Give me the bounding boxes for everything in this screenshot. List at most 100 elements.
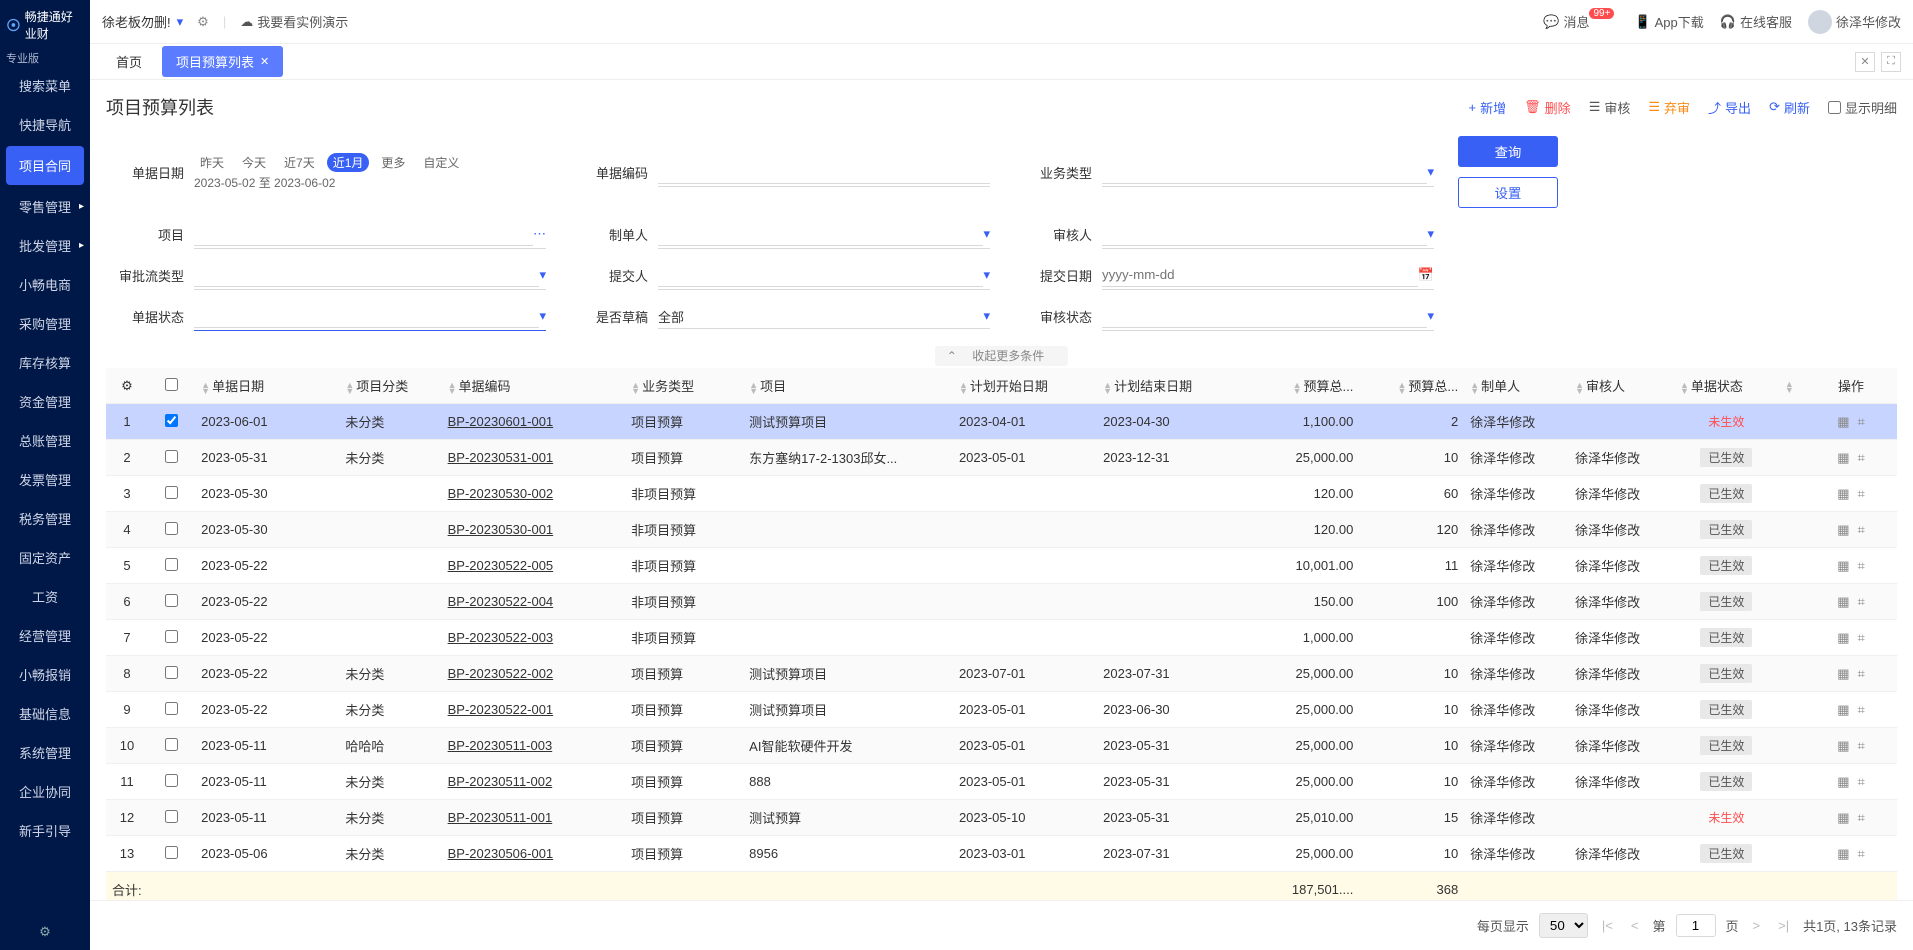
more-icon[interactable]: ⌗ (1858, 522, 1865, 538)
chevron-down-icon[interactable]: ▾ (1427, 164, 1434, 180)
table-row[interactable]: 52023-05-22BP-20230522-005非项目预算10,001.00… (106, 548, 1897, 584)
more-icon[interactable]: ⌗ (1858, 666, 1865, 682)
submit-date-input[interactable] (1102, 263, 1418, 287)
row-checkbox[interactable] (165, 702, 178, 715)
tab-home[interactable]: 首页 (102, 46, 156, 77)
query-button[interactable]: 查询 (1458, 136, 1558, 167)
table-row[interactable]: 72023-05-22BP-20230522-003非项目预算1,000.00徐… (106, 620, 1897, 656)
date-chip[interactable]: 近1月 (327, 153, 370, 172)
abandon-button[interactable]: ☰弃审 (1648, 98, 1690, 117)
app-download-button[interactable]: 📱 App下载 (1634, 12, 1703, 31)
demo-link[interactable]: ☁ 我要看实例演示 (240, 12, 348, 31)
settings-button[interactable]: 设置 (1458, 177, 1558, 208)
chevron-down-icon[interactable]: ▾ (539, 267, 546, 283)
code-link[interactable]: BP-20230530-002 (448, 486, 554, 501)
view-icon[interactable]: ▦ (1837, 558, 1849, 574)
code-link[interactable]: BP-20230522-005 (448, 558, 554, 573)
export-button[interactable]: ⤴导出 (1708, 98, 1751, 117)
view-icon[interactable]: ▦ (1837, 630, 1849, 646)
more-icon[interactable]: ⌗ (1858, 450, 1865, 466)
tab-budget-list[interactable]: 项目预算列表 ✕ (162, 46, 283, 77)
gear-icon[interactable]: ⚙ (197, 14, 209, 30)
code-link[interactable]: BP-20230511-003 (448, 738, 553, 753)
tab-expand-button[interactable]: ⛶ (1881, 52, 1901, 72)
close-icon[interactable]: ✕ (260, 55, 269, 68)
flow-input[interactable] (194, 263, 539, 287)
chevron-down-icon[interactable]: ▾ (1427, 308, 1434, 324)
table-row[interactable]: 132023-05-06未分类BP-20230506-001项目预算895620… (106, 836, 1897, 872)
sidebar-item[interactable]: 新手引导 (0, 811, 90, 850)
prev-page-button[interactable]: < (1627, 918, 1643, 933)
view-icon[interactable]: ▦ (1837, 738, 1849, 754)
row-checkbox[interactable] (165, 486, 178, 499)
more-icon[interactable]: ⌗ (1858, 846, 1865, 862)
view-icon[interactable]: ▦ (1837, 846, 1849, 862)
view-icon[interactable]: ▦ (1837, 702, 1849, 718)
sidebar-item[interactable]: 资金管理 (0, 382, 90, 421)
code-link[interactable]: BP-20230522-004 (448, 594, 554, 609)
sidebar-item[interactable]: 零售管理▸ (0, 187, 90, 226)
sidebar-item[interactable]: 发票管理 (0, 460, 90, 499)
col-cat[interactable]: ▲▼项目分类 (339, 368, 441, 404)
table-row[interactable]: 32023-05-30BP-20230530-002非项目预算120.0060徐… (106, 476, 1897, 512)
chevron-down-icon[interactable]: ▾ (983, 308, 990, 324)
col-proj[interactable]: ▲▼项目 (743, 368, 953, 404)
code-link[interactable]: BP-20230522-001 (448, 702, 554, 717)
view-icon[interactable]: ▦ (1837, 414, 1849, 430)
first-page-button[interactable]: |< (1598, 918, 1617, 933)
sidebar-settings-icon[interactable]: ⚙ (0, 914, 90, 950)
more-icon[interactable]: ⌗ (1858, 702, 1865, 718)
row-checkbox[interactable] (165, 846, 178, 859)
col-appr[interactable]: ▲▼审核人 (1569, 368, 1674, 404)
row-checkbox[interactable] (165, 594, 178, 607)
date-chip[interactable]: 今天 (236, 153, 272, 172)
audit-button[interactable]: ☰审核 (1589, 98, 1631, 117)
col-btype[interactable]: ▲▼业务类型 (625, 368, 743, 404)
org-selector[interactable]: 徐老板勿删! ▾ (102, 12, 183, 31)
table-row[interactable]: 122023-05-11未分类BP-20230511-001项目预算测试预算20… (106, 800, 1897, 836)
view-icon[interactable]: ▦ (1837, 666, 1849, 682)
chevron-down-icon[interactable]: ▾ (983, 226, 990, 242)
more-icon[interactable]: ⋯ (533, 226, 546, 242)
table-row[interactable]: 62023-05-22BP-20230522-004非项目预算150.00100… (106, 584, 1897, 620)
sidebar-item[interactable]: 工资 (0, 577, 90, 616)
delete-button[interactable]: 🗑删除 (1524, 98, 1571, 117)
code-link[interactable]: BP-20230530-001 (448, 522, 554, 537)
view-icon[interactable]: ▦ (1837, 486, 1849, 502)
show-detail-toggle[interactable]: 显示明细 (1828, 98, 1897, 117)
date-chip[interactable]: 更多 (375, 153, 411, 172)
code-link[interactable]: BP-20230601-001 (448, 414, 554, 429)
view-icon[interactable]: ▦ (1837, 810, 1849, 826)
date-chip[interactable]: 昨天 (194, 153, 230, 172)
more-icon[interactable]: ⌗ (1858, 414, 1865, 430)
table-row[interactable]: 42023-05-30BP-20230530-001非项目预算120.00120… (106, 512, 1897, 548)
table-row[interactable]: 112023-05-11未分类BP-20230511-002项目预算888202… (106, 764, 1897, 800)
date-chip[interactable]: 近7天 (278, 153, 321, 172)
more-icon[interactable]: ⌗ (1858, 810, 1865, 826)
row-checkbox[interactable] (165, 630, 178, 643)
row-checkbox[interactable] (165, 450, 178, 463)
row-checkbox[interactable] (165, 522, 178, 535)
next-page-button[interactable]: > (1749, 918, 1765, 933)
table-row[interactable]: 22023-05-31未分类BP-20230531-001项目预算东方塞纳17-… (106, 440, 1897, 476)
collapse-filters-button[interactable]: ⌃ 收起更多条件 (106, 343, 1897, 368)
add-button[interactable]: +新增 (1469, 98, 1507, 117)
sidebar-item[interactable]: 总账管理 (0, 421, 90, 460)
row-checkbox[interactable] (165, 738, 178, 751)
sidebar-item[interactable]: 经营管理 (0, 616, 90, 655)
more-icon[interactable]: ⌗ (1858, 594, 1865, 610)
col-date[interactable]: ▲▼单据日期 (195, 368, 339, 404)
table-row[interactable]: 92023-05-22未分类BP-20230522-001项目预算测试预算项目2… (106, 692, 1897, 728)
view-icon[interactable]: ▦ (1837, 594, 1849, 610)
sidebar-item[interactable]: 系统管理 (0, 733, 90, 772)
show-detail-checkbox[interactable] (1828, 101, 1841, 114)
refresh-button[interactable]: ⟳刷新 (1769, 98, 1810, 117)
col-amt[interactable]: ▲▼预算总... (1241, 368, 1359, 404)
code-link[interactable]: BP-20230522-003 (448, 630, 554, 645)
select-all-checkbox[interactable] (165, 378, 178, 391)
support-button[interactable]: 🎧 在线客服 (1720, 12, 1792, 31)
audit-status-input[interactable] (1102, 304, 1427, 328)
sidebar-item[interactable]: 项目合同 (6, 146, 84, 185)
chevron-down-icon[interactable]: ▾ (1427, 226, 1434, 242)
sidebar-item[interactable]: 批发管理▸ (0, 226, 90, 265)
